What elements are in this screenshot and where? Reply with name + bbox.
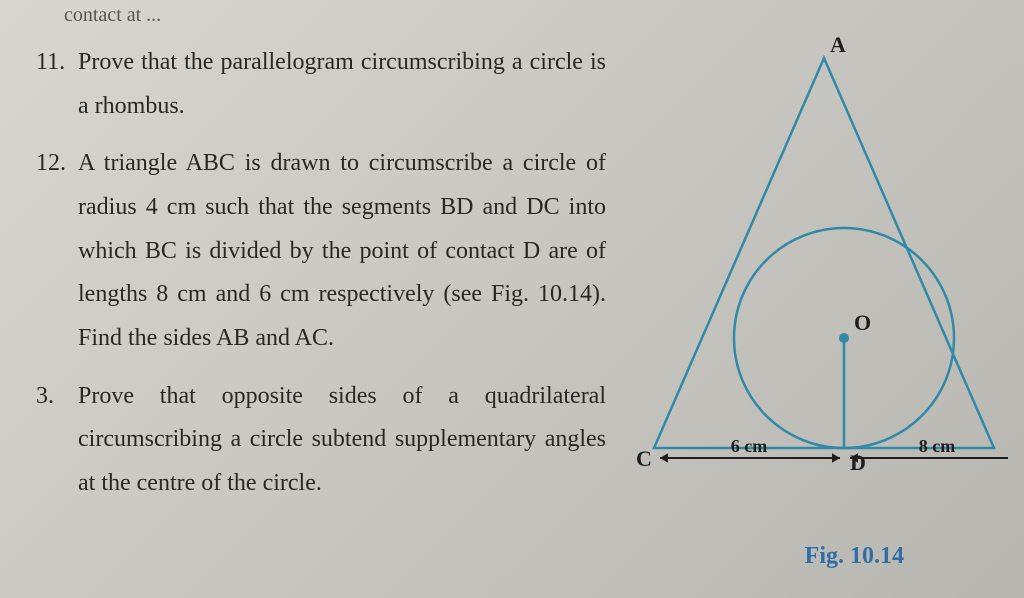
figure-diagram: AOCD6 cm8 cm	[634, 28, 1014, 498]
question-body: A triangle ABC is drawn to circumscribe …	[78, 142, 606, 360]
svg-text:C: C	[636, 446, 652, 471]
svg-text:6 cm: 6 cm	[731, 436, 767, 456]
cutoff-line: contact at ...	[64, 4, 606, 27]
question-number: 12.	[36, 142, 78, 360]
question-12: 12. A triangle ABC is drawn to circumscr…	[36, 142, 606, 360]
svg-text:A: A	[830, 32, 846, 57]
svg-text:O: O	[854, 310, 871, 335]
figure-caption: Fig. 10.14	[805, 543, 904, 570]
question-number: 3.	[36, 375, 78, 506]
question-11: 11. Prove that the parallelogram circums…	[36, 41, 606, 128]
page: contact at ... 11. Prove that the parall…	[0, 0, 1024, 598]
question-body: Prove that the parallelogram circumscrib…	[78, 41, 606, 128]
svg-text:8 cm: 8 cm	[919, 436, 955, 456]
text-column: contact at ... 11. Prove that the parall…	[36, 0, 606, 506]
question-number: 11.	[36, 41, 78, 128]
question-body: Prove that opposite sides of a quadrilat…	[78, 375, 606, 506]
question-3: 3. Prove that opposite sides of a quadri…	[36, 375, 606, 506]
